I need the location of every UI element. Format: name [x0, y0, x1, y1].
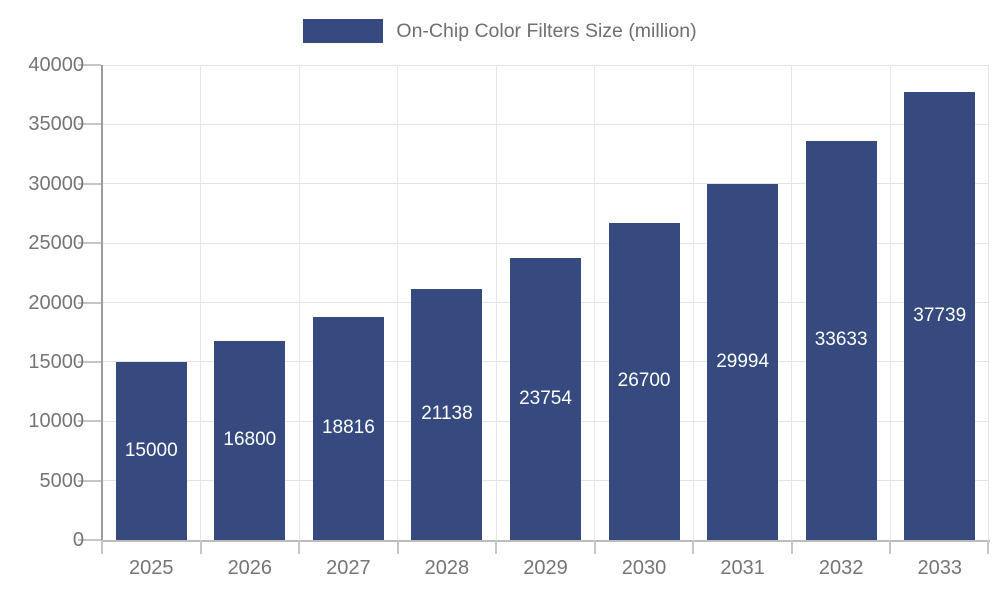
bar-value-label: 21138	[421, 403, 473, 425]
v-gridline	[397, 65, 399, 540]
bar: 21138	[411, 288, 483, 540]
h-gridline	[102, 242, 989, 244]
x-axis-label: 2030	[621, 557, 667, 579]
v-gridline	[594, 65, 596, 540]
bar: 26700	[608, 222, 680, 540]
bar-value-label: 15000	[124, 439, 178, 461]
v-gridline	[692, 65, 694, 540]
y-tick-label: 30000	[28, 172, 84, 195]
y-tick	[78, 301, 101, 304]
y-tick	[78, 64, 101, 66]
x-tick	[396, 540, 399, 554]
y-tick	[78, 182, 101, 185]
y-tick	[78, 360, 101, 363]
bar: 16800	[214, 340, 286, 540]
v-gridline	[889, 65, 891, 540]
v-gridline	[200, 65, 202, 540]
x-axis-label: 2026	[227, 557, 273, 579]
x-axis-label: 2032	[818, 557, 864, 579]
plot-area: 15000 16800 18816 21138 23754 26700 29994 33633…	[28, 54, 990, 579]
x-axis-label: 2025	[129, 557, 174, 579]
x-axis-label: 2033	[917, 557, 962, 579]
y-tick-label: 25000	[28, 232, 84, 255]
x-tick	[101, 540, 103, 554]
x-tick	[593, 540, 596, 554]
bar: 37739	[904, 91, 976, 540]
y-tick	[78, 479, 101, 482]
bar-value-label: 18816	[321, 417, 375, 439]
y-tick-label: 40000	[28, 54, 84, 76]
x-tick	[790, 540, 793, 554]
bar-value-label: 16800	[223, 429, 277, 451]
y-tick-label: 5000	[39, 469, 85, 492]
bar: 29994	[707, 183, 779, 540]
x-axis-label: 2031	[720, 557, 765, 579]
bar-value-label: 26700	[617, 370, 671, 392]
bar: 23754	[510, 257, 581, 540]
x-tick	[889, 540, 892, 554]
y-tick	[78, 539, 101, 541]
bar-value-label: 23754	[519, 387, 572, 409]
bar: 18816	[312, 316, 384, 540]
y-tick	[78, 242, 101, 245]
bar-value-label: 33633	[814, 329, 868, 351]
x-axis-line	[101, 540, 990, 542]
y-tick-label: 15000	[28, 350, 84, 373]
bar: 33633	[805, 140, 877, 540]
v-gridline	[495, 65, 497, 540]
x-tick	[199, 540, 202, 554]
legend: On-Chip Color Filters Size (million)	[0, 19, 1000, 43]
x-axis-label: 2027	[326, 557, 371, 579]
legend-label: On-Chip Color Filters Size (million)	[396, 20, 697, 42]
bar-value-label: 29994	[716, 350, 770, 372]
v-gridline	[791, 65, 793, 540]
x-tick	[298, 540, 301, 554]
bar: 15000	[115, 361, 187, 540]
y-tick	[78, 123, 101, 126]
y-tick	[78, 420, 101, 423]
legend-swatch	[303, 19, 384, 43]
x-axis-label: 2028	[424, 557, 470, 579]
y-tick-label: 0	[72, 529, 84, 551]
x-axis-label: 2029	[523, 557, 568, 579]
x-tick	[987, 540, 989, 554]
bar-value-label: 37739	[913, 304, 967, 326]
x-tick	[692, 540, 695, 554]
y-tick-label: 10000	[28, 410, 84, 433]
y-axis-line	[101, 65, 103, 540]
h-gridline	[102, 183, 989, 185]
v-gridline	[298, 65, 300, 540]
y-tick-label: 35000	[28, 113, 84, 136]
h-gridline	[102, 64, 989, 66]
x-tick	[495, 540, 498, 554]
h-gridline	[102, 123, 989, 125]
y-tick-label: 20000	[28, 291, 84, 314]
plot-right-border	[988, 65, 989, 540]
